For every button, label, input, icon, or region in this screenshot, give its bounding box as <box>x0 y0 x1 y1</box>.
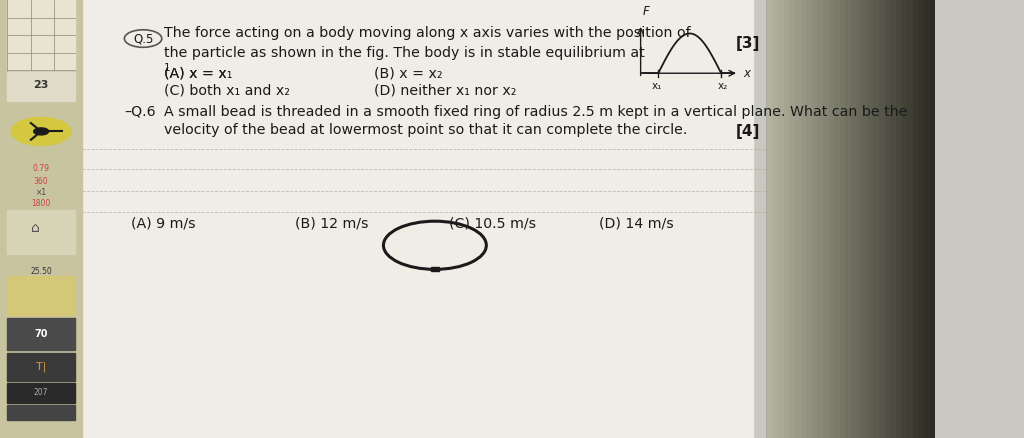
Text: (A) x = x: (A) x = x <box>164 66 226 80</box>
Text: x₂: x₂ <box>718 81 728 91</box>
Bar <box>80 0 753 438</box>
Text: velocity of the bead at lowermost point so that it can complete the circle.: velocity of the bead at lowermost point … <box>164 123 687 137</box>
Bar <box>862 0 868 438</box>
Circle shape <box>11 117 71 145</box>
Bar <box>767 0 772 438</box>
Bar <box>840 0 846 438</box>
Text: 23: 23 <box>34 81 49 90</box>
Text: [4]: [4] <box>736 124 761 139</box>
Text: 70: 70 <box>35 329 48 339</box>
Text: A small bead is threaded in a smooth fixed ring of radius 2.5 m kept in a vertic: A small bead is threaded in a smooth fix… <box>164 105 907 119</box>
Text: the particle as shown in the fig. The body is in stable equilibrium at: the particle as shown in the fig. The bo… <box>164 46 644 60</box>
Bar <box>7 72 75 101</box>
Text: 0.79: 0.79 <box>33 164 49 173</box>
Bar <box>806 0 812 438</box>
Bar <box>0 0 82 438</box>
Text: 1: 1 <box>164 63 170 73</box>
Bar <box>7 318 75 350</box>
Bar <box>767 0 935 438</box>
Bar <box>817 0 823 438</box>
Bar <box>812 0 817 438</box>
Bar <box>772 0 778 438</box>
Bar <box>835 0 840 438</box>
Circle shape <box>34 128 48 135</box>
Bar <box>431 267 439 272</box>
Text: –Q.6: –Q.6 <box>124 105 156 119</box>
Bar <box>907 0 912 438</box>
Text: (D) 14 m/s: (D) 14 m/s <box>599 216 674 230</box>
Bar <box>930 0 935 438</box>
Bar <box>912 0 919 438</box>
Text: (A) 9 m/s: (A) 9 m/s <box>131 216 196 230</box>
Text: (C) both x₁ and x₂: (C) both x₁ and x₂ <box>164 84 290 98</box>
Bar <box>790 0 795 438</box>
Bar <box>7 276 75 315</box>
Bar <box>890 0 896 438</box>
Bar <box>801 0 806 438</box>
Bar <box>778 0 783 438</box>
Bar <box>823 0 828 438</box>
Text: 25.50: 25.50 <box>31 267 52 276</box>
Bar <box>7 405 75 420</box>
Text: ⌂: ⌂ <box>31 221 40 235</box>
Bar <box>857 0 862 438</box>
Bar <box>901 0 907 438</box>
Text: (B) 12 m/s: (B) 12 m/s <box>295 216 368 230</box>
Text: ×1: ×1 <box>36 188 47 197</box>
Text: 1800: 1800 <box>32 199 51 208</box>
Text: (A) x = x₁: (A) x = x₁ <box>164 66 232 80</box>
Bar <box>7 210 75 254</box>
Text: F: F <box>642 4 649 18</box>
Text: x₁: x₁ <box>651 81 662 91</box>
Bar <box>880 0 885 438</box>
Bar <box>896 0 901 438</box>
Bar <box>7 0 75 70</box>
Text: (B) x = x₂: (B) x = x₂ <box>374 66 442 80</box>
Bar <box>846 0 851 438</box>
Text: The force acting on a body moving along x axis varies with the position of: The force acting on a body moving along … <box>164 26 690 40</box>
Bar <box>7 383 75 403</box>
Bar <box>851 0 857 438</box>
Bar <box>783 0 790 438</box>
Bar <box>868 0 873 438</box>
Text: [3]: [3] <box>736 36 761 51</box>
Text: 207: 207 <box>34 389 48 397</box>
Text: 360: 360 <box>34 177 48 186</box>
Text: T|: T| <box>36 361 46 372</box>
Bar <box>885 0 890 438</box>
Text: Q.5: Q.5 <box>133 32 154 45</box>
Bar <box>873 0 880 438</box>
Text: (D) neither x₁ nor x₂: (D) neither x₁ nor x₂ <box>374 84 516 98</box>
Bar <box>828 0 835 438</box>
Text: (C) 10.5 m/s: (C) 10.5 m/s <box>449 216 536 230</box>
Bar <box>924 0 930 438</box>
Bar <box>7 353 75 381</box>
Bar <box>919 0 924 438</box>
Bar <box>795 0 801 438</box>
Text: x: x <box>743 67 751 80</box>
